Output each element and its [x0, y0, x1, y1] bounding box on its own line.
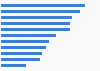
- Bar: [1, 22, 70, 25]
- Bar: [1, 40, 49, 43]
- Bar: [1, 10, 80, 13]
- Bar: [1, 4, 85, 7]
- Bar: [1, 28, 70, 31]
- Bar: [1, 52, 42, 55]
- Bar: [1, 64, 26, 67]
- Bar: [1, 58, 40, 61]
- Bar: [1, 46, 46, 49]
- Bar: [1, 34, 56, 37]
- Bar: [1, 16, 72, 19]
